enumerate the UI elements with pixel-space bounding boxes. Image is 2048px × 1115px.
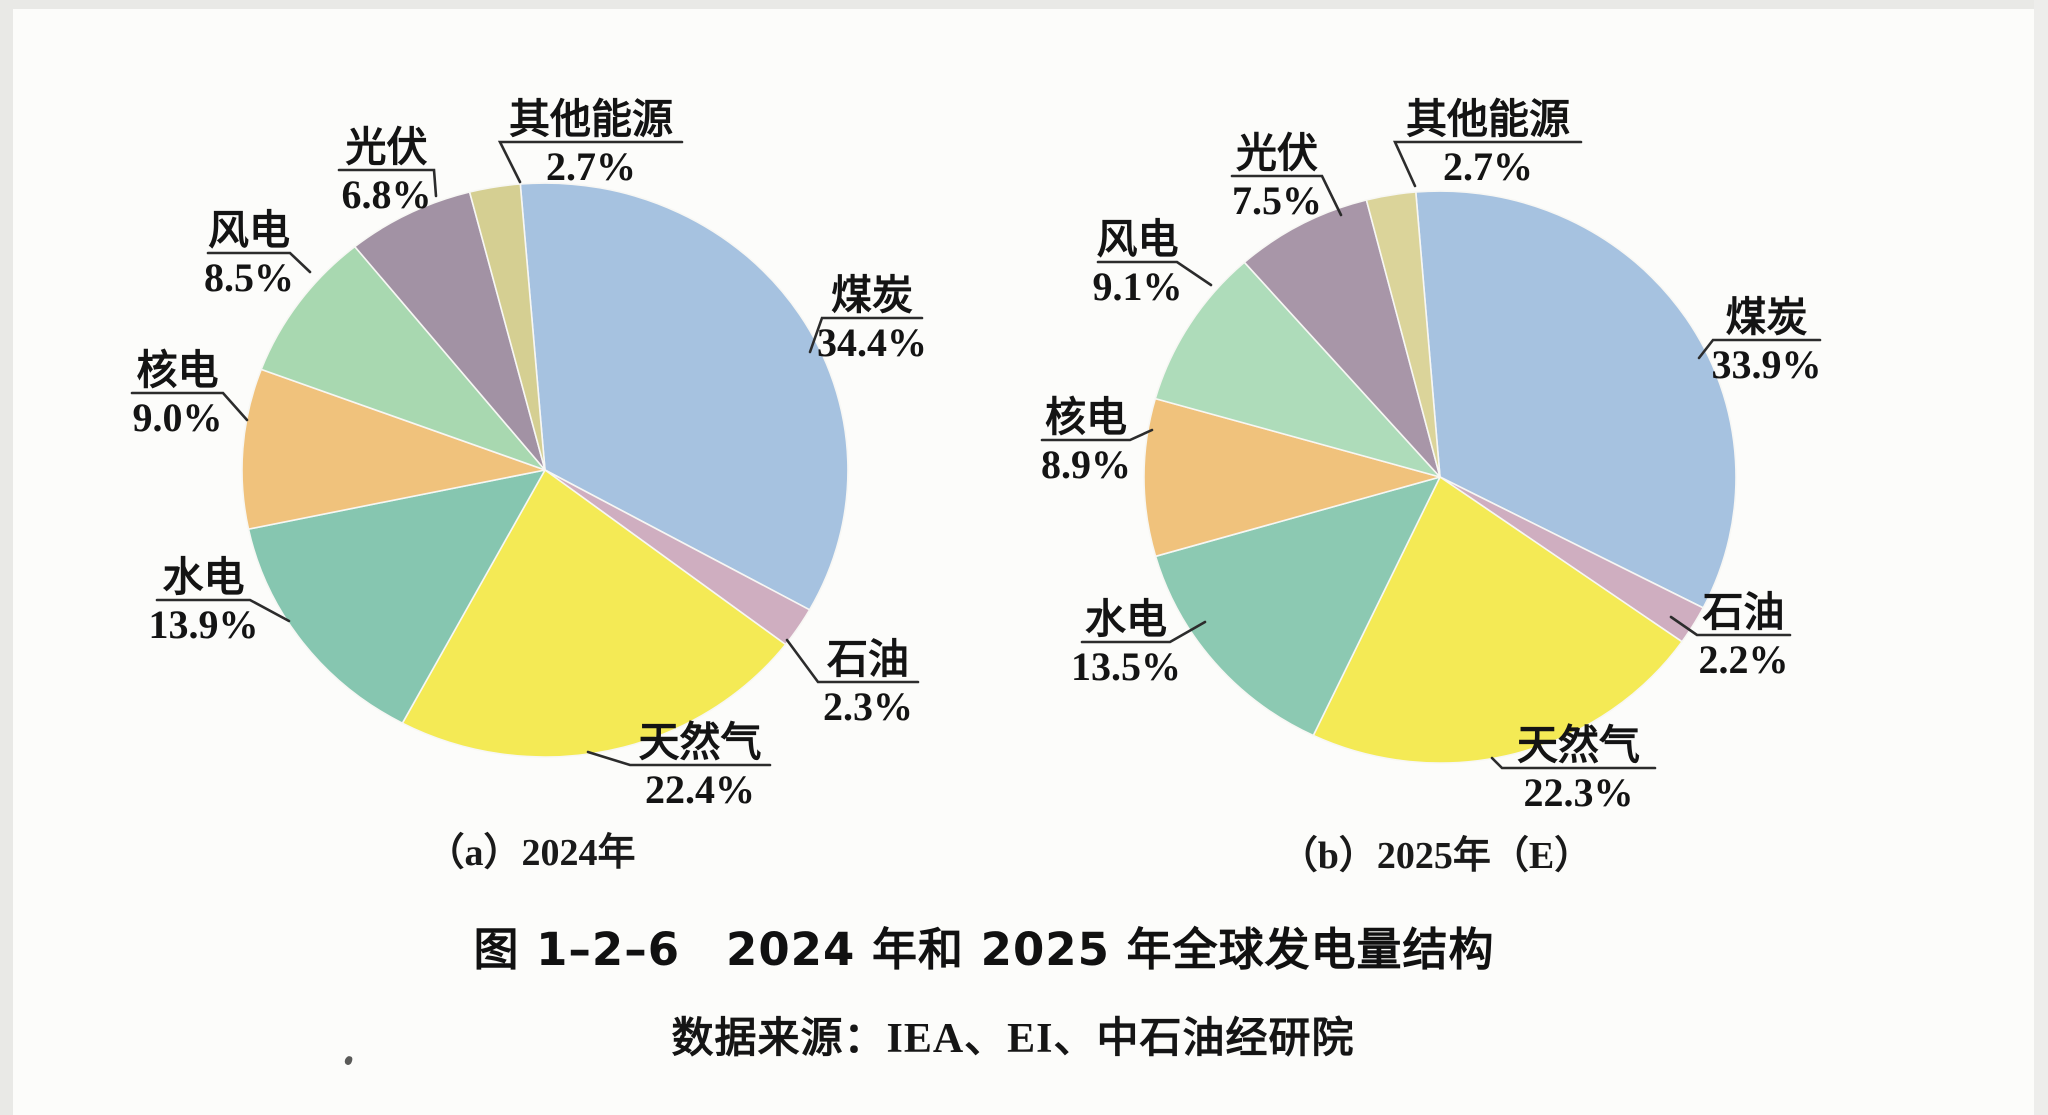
- slice-value: 8.9%: [1041, 442, 1131, 487]
- figure-source: 数据来源：IEA、EI、中石油经研院: [671, 1016, 1355, 1062]
- slice-value: 34.4%: [817, 320, 927, 365]
- label-leader-line: [586, 750, 772, 767]
- label-leader-line: [1669, 615, 1792, 637]
- slice-value: 2.2%: [1699, 637, 1789, 682]
- label-leader-line: [785, 638, 920, 684]
- slice-value: 2.7%: [546, 144, 636, 189]
- label-leader-line: [1392, 140, 1583, 188]
- label-leader-line: [1697, 338, 1822, 360]
- chart-caption: （b）2025年（E）: [1280, 835, 1592, 877]
- slice-value: 2.7%: [1443, 144, 1533, 189]
- slice-label: 核电: [1045, 394, 1127, 440]
- slice-value: 6.8%: [342, 172, 432, 217]
- figure-title: 图 1–2–6 2024 年和 2025 年全球发电量结构: [473, 923, 1495, 976]
- pie-slice: [260, 245, 546, 471]
- pie-slice: [519, 182, 849, 611]
- label-leader-line: [808, 316, 924, 354]
- label-leader-line: [1096, 260, 1213, 287]
- scan-edge-right: [2034, 0, 2048, 1115]
- label-leader-line: [130, 391, 249, 422]
- slice-label: 天然气: [1517, 722, 1640, 768]
- slice-label: 其他能源: [1406, 96, 1570, 142]
- slice-value: 8.5%: [204, 255, 294, 300]
- pie-slice: [354, 191, 546, 471]
- slice-label: 煤炭: [1726, 294, 1808, 340]
- pie-slice: [241, 368, 546, 530]
- pie-slice: [1243, 199, 1441, 478]
- label-leader-line: [1040, 428, 1154, 442]
- pie-slice: [1143, 397, 1441, 558]
- slice-label: 石油: [1703, 589, 1785, 635]
- label-leader-line: [1080, 620, 1207, 644]
- scan-edge-left: [0, 0, 13, 1115]
- slice-label: 其他能源: [509, 96, 673, 142]
- slice-label: 风电: [1097, 216, 1179, 262]
- slice-value: 2.3%: [823, 684, 913, 729]
- slice-label: 石油: [827, 636, 909, 682]
- label-leader-line: [337, 168, 438, 198]
- label-leader-line: [155, 598, 291, 623]
- chart-caption: （a）2024年: [426, 832, 635, 874]
- slice-label: 光伏: [1236, 130, 1318, 176]
- slice-label: 天然气: [639, 719, 762, 765]
- scan-edge-top: [0, 0, 2048, 9]
- slice-value: 9.1%: [1093, 264, 1183, 309]
- slice-label: 核电: [137, 347, 219, 393]
- slice-value: 9.0%: [133, 395, 223, 440]
- slice-label: 风电: [208, 207, 290, 253]
- label-leader-line: [1230, 174, 1343, 217]
- slice-value: 13.9%: [149, 602, 259, 647]
- label-leader-line: [1490, 756, 1657, 770]
- slice-label: 煤炭: [831, 272, 913, 318]
- label-leader-line: [497, 140, 684, 184]
- pie-slice: [468, 183, 546, 471]
- pie-slice: [401, 469, 787, 758]
- pie-slice: [1154, 261, 1441, 478]
- slice-value: 7.5%: [1232, 178, 1322, 223]
- slice-value: 22.3%: [1524, 770, 1634, 815]
- pie-slice: [1154, 476, 1441, 737]
- pie-slice: [1415, 190, 1737, 609]
- label-leader-line: [206, 251, 312, 274]
- slice-label: 水电: [1085, 596, 1167, 642]
- slice-value: 13.5%: [1071, 644, 1181, 689]
- pie-slice: [247, 469, 546, 724]
- slice-label: 水电: [163, 554, 245, 600]
- pie-slice: [1365, 191, 1441, 478]
- slice-label: 光伏: [346, 124, 428, 170]
- slice-value: 33.9%: [1712, 342, 1822, 387]
- slice-value: 22.4%: [645, 767, 755, 812]
